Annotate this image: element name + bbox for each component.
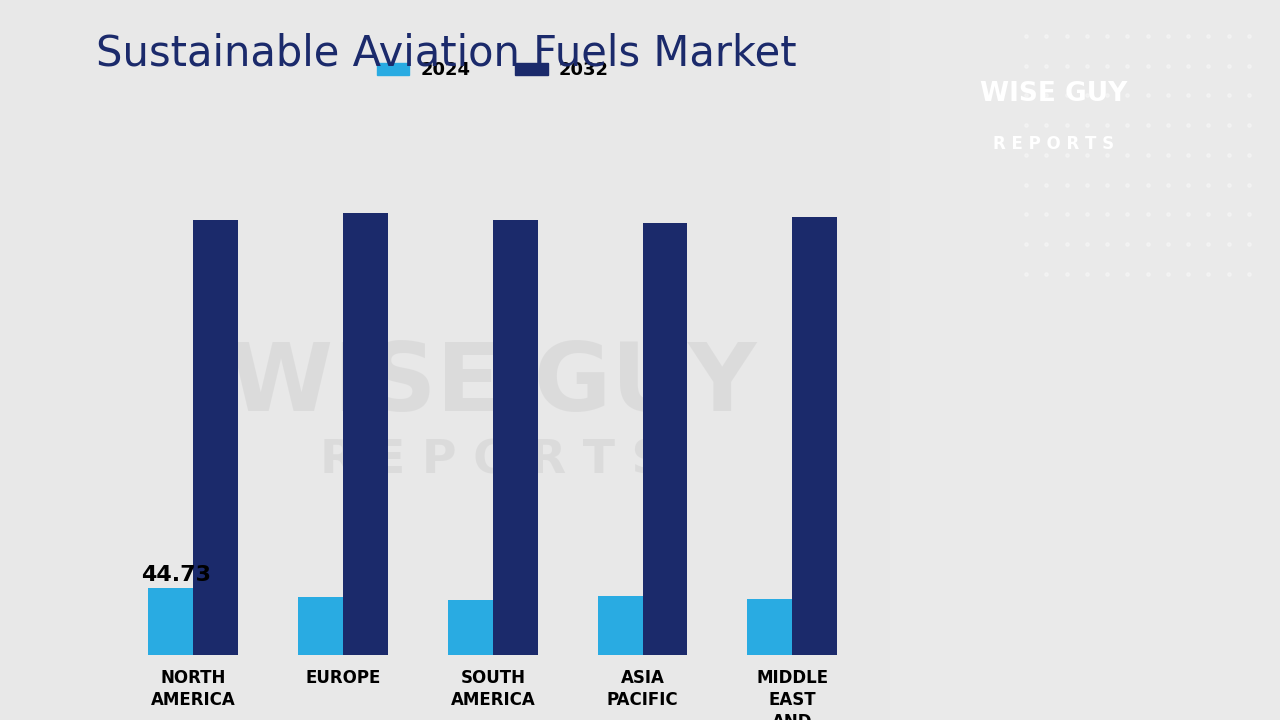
Legend: 2024, 2032: 2024, 2032 [370, 54, 616, 86]
Bar [493, 220, 538, 655]
Bar [298, 598, 343, 655]
Polygon shape [539, 0, 1280, 720]
Bar [193, 220, 238, 655]
Text: 44.73: 44.73 [141, 564, 211, 585]
Text: Sustainable Aviation Fuels Market: Sustainable Aviation Fuels Market [96, 32, 796, 74]
Text: WISE GUY: WISE GUY [980, 81, 1128, 107]
Bar [792, 217, 837, 655]
Text: R E P O R T S: R E P O R T S [320, 438, 666, 483]
Bar [148, 588, 193, 655]
Bar [448, 600, 493, 655]
Bar [598, 596, 643, 655]
Text: WISE GUY: WISE GUY [229, 339, 756, 431]
Bar [643, 223, 687, 655]
Bar [343, 212, 388, 655]
Text: R E P O R T S: R E P O R T S [993, 135, 1114, 153]
Bar [748, 598, 792, 655]
